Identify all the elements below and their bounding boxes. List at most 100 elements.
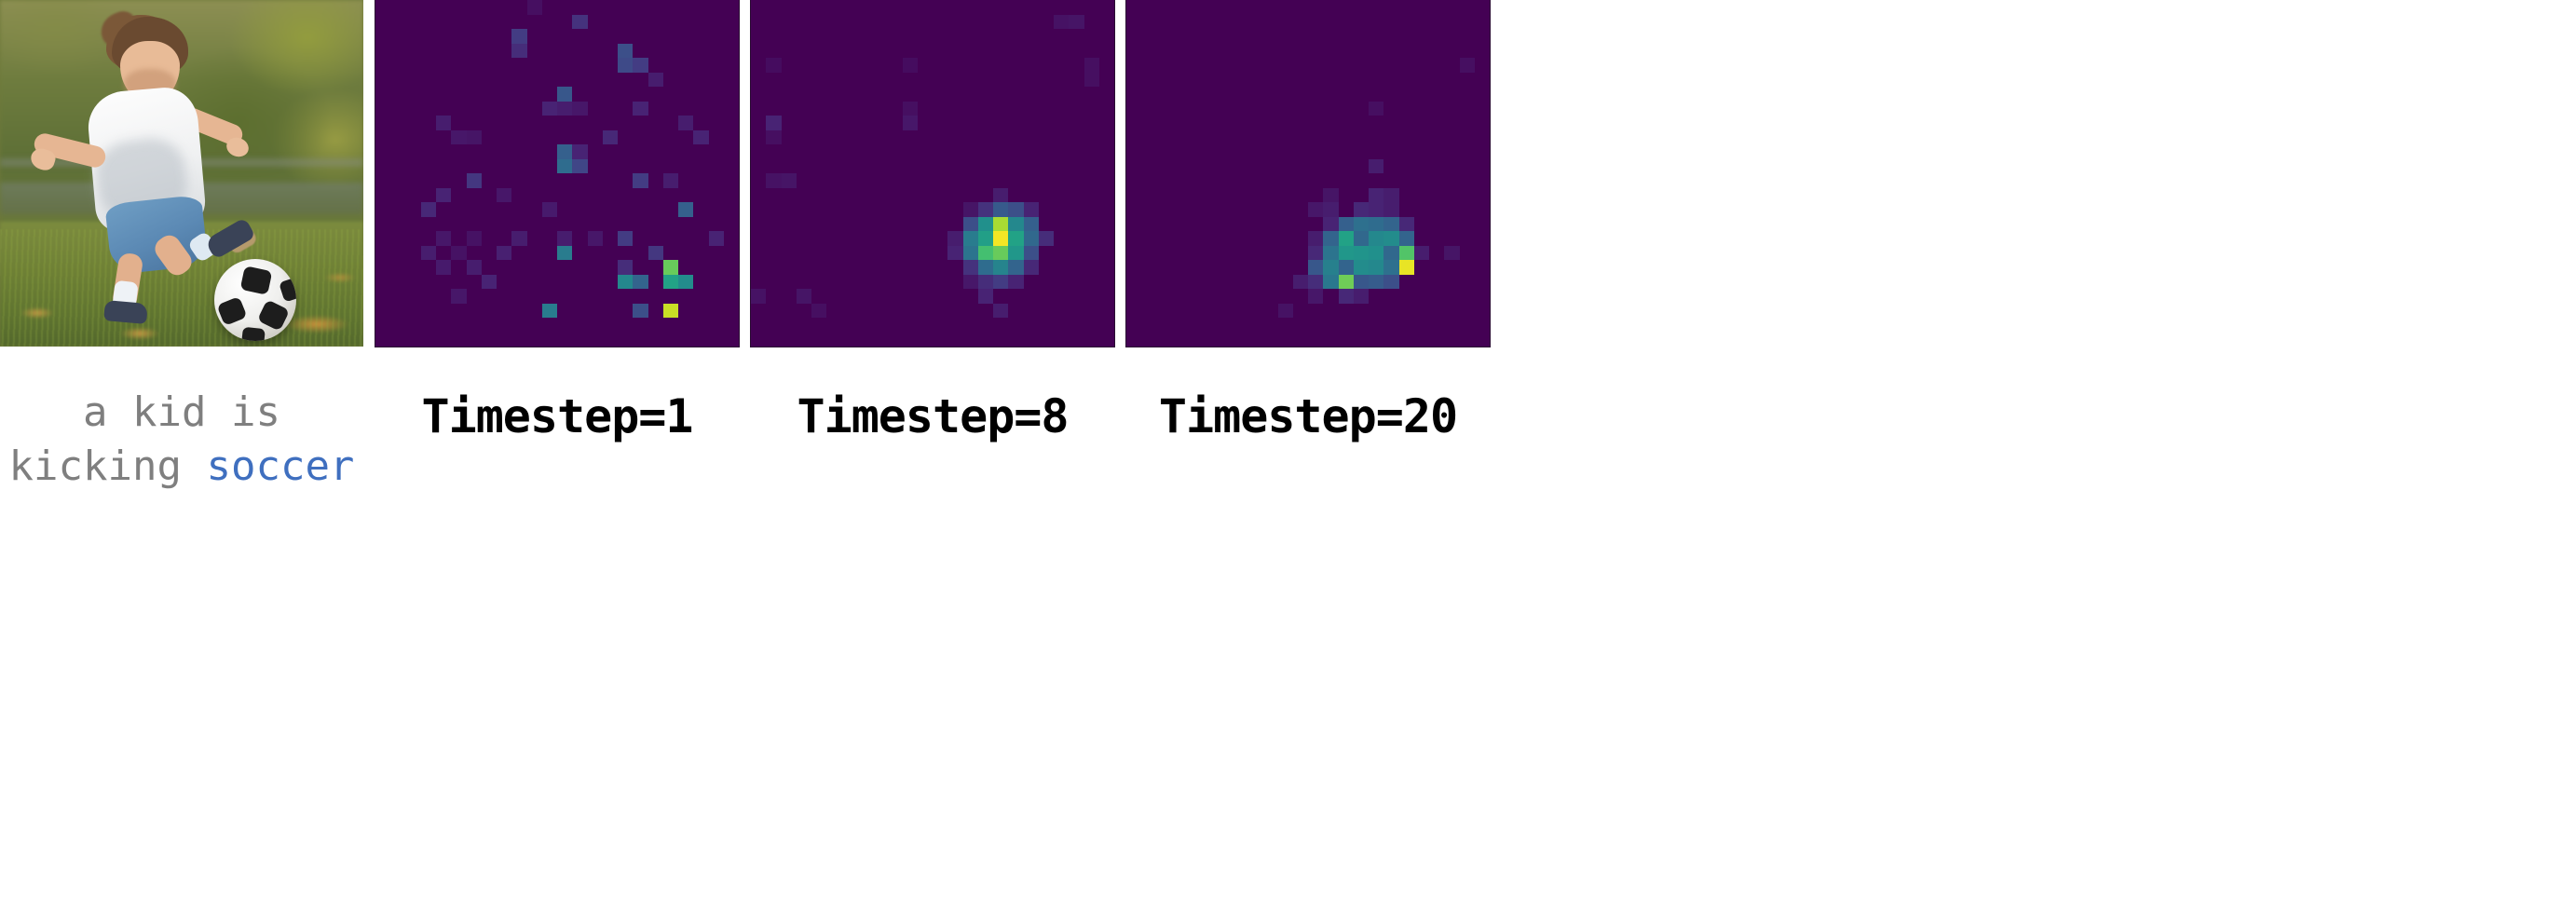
heatmap-cell [796, 129, 811, 144]
heatmap-cell [1398, 202, 1414, 217]
heatmap-cell [887, 144, 903, 159]
heatmap-cell [693, 274, 709, 289]
heatmap-cell [618, 332, 634, 347]
heatmap-cell [1141, 318, 1157, 333]
heatmap-cell [1429, 87, 1445, 102]
heatmap-cell [1141, 14, 1157, 29]
heatmap-cell [1202, 245, 1218, 260]
heatmap-cell [1008, 173, 1024, 188]
heatmap-cell [841, 274, 857, 289]
heatmap-cell [1054, 318, 1070, 333]
heatmap-cell [405, 116, 421, 130]
heatmap-cell [811, 332, 827, 347]
heatmap-cell [1369, 173, 1384, 188]
heatmap-cell [557, 116, 573, 130]
heatmap-cell [420, 187, 436, 202]
heatmap-cell [1232, 14, 1247, 29]
heatmap-cell [872, 14, 888, 29]
heatmap-cell [1217, 202, 1233, 217]
heatmap-cell [1413, 289, 1429, 304]
heatmap-cell [1383, 58, 1399, 73]
heatmap-cell [887, 72, 903, 87]
heatmap-cell [1429, 260, 1445, 275]
heatmap-cell [1383, 187, 1399, 202]
heatmap-cell [436, 116, 452, 130]
heatmap-cell [375, 260, 391, 275]
heatmap-cell [633, 245, 648, 260]
heatmap-cell [826, 14, 842, 29]
heatmap-cell [1098, 0, 1114, 15]
heatmap-cell [933, 43, 948, 58]
heatmap-cell [557, 260, 573, 275]
heatmap-cell [1369, 216, 1384, 231]
heatmap-cell [902, 303, 918, 318]
heatmap-cell [1217, 318, 1233, 333]
heatmap-cell [572, 202, 588, 217]
heatmap-cell [1429, 158, 1445, 173]
heatmap-cell [993, 58, 1009, 73]
heatmap-cell [541, 202, 557, 217]
heatmap-cell [1247, 173, 1263, 188]
heatmap-cell [1413, 332, 1429, 347]
heatmap-cell [1383, 0, 1399, 15]
heatmap-cell [1141, 289, 1157, 304]
heatmap-cell [902, 173, 918, 188]
heatmap-cell [1084, 116, 1099, 130]
heatmap-cell [390, 58, 406, 73]
heatmap-cell [693, 129, 709, 144]
heatmap-cell [1383, 129, 1399, 144]
heatmap-cell [1474, 29, 1490, 44]
heatmap-cell [1202, 158, 1218, 173]
heatmap-cell [511, 173, 527, 188]
heatmap-cell [1459, 187, 1475, 202]
heatmap-cell [618, 289, 634, 304]
heatmap-cell [1308, 87, 1324, 102]
heatmap-cell [1383, 173, 1399, 188]
heatmap-cell [678, 72, 694, 87]
heatmap-cell [1429, 29, 1445, 44]
heatmap-cell [436, 29, 452, 44]
heatmap-cell [1353, 187, 1369, 202]
heatmap-cell [947, 274, 963, 289]
heatmap-cell [1413, 29, 1429, 44]
heatmap-cell [602, 116, 618, 130]
heatmap-cell [1069, 43, 1084, 58]
heatmap-cell [526, 216, 542, 231]
heatmap-cell [1429, 0, 1445, 15]
heatmap-cell [511, 187, 527, 202]
heatmap-cell [1353, 72, 1369, 87]
heatmap-cell [1126, 318, 1142, 333]
heatmap-cell [1187, 231, 1203, 246]
heatmap-cell [451, 43, 467, 58]
heatmap-cell [1308, 29, 1324, 44]
heatmap-cell [497, 274, 512, 289]
heatmap-cell [751, 231, 767, 246]
heatmap-cell [856, 216, 872, 231]
heatmap-cell [1308, 14, 1324, 29]
heatmap-cell [557, 58, 573, 73]
heatmap-cell [1429, 14, 1445, 29]
heatmap-cell [466, 216, 482, 231]
heatmap-cell [375, 216, 391, 231]
heatmap-cell [1008, 318, 1024, 333]
heatmap-cell [481, 87, 497, 102]
heatmap-cell [811, 274, 827, 289]
heatmap-cell [947, 202, 963, 217]
heatmap-cell [1353, 289, 1369, 304]
heatmap-cell [1413, 0, 1429, 15]
heatmap-cell [1084, 303, 1099, 318]
heatmap-cell [557, 187, 573, 202]
heatmap-cell [451, 202, 467, 217]
heatmap-cell [1413, 14, 1429, 29]
heatmap-cell [466, 0, 482, 15]
heatmap-cell [1247, 43, 1263, 58]
heatmap-cell [497, 202, 512, 217]
heatmap-cell [1084, 289, 1099, 304]
heatmap-cell [1308, 101, 1324, 116]
heatmap-cell [511, 144, 527, 159]
heatmap-cell [708, 173, 724, 188]
heatmap-cell [1292, 318, 1308, 333]
heatmap-cell [1098, 101, 1114, 116]
heatmap-cell [933, 0, 948, 15]
heatmap-cell [1323, 116, 1339, 130]
